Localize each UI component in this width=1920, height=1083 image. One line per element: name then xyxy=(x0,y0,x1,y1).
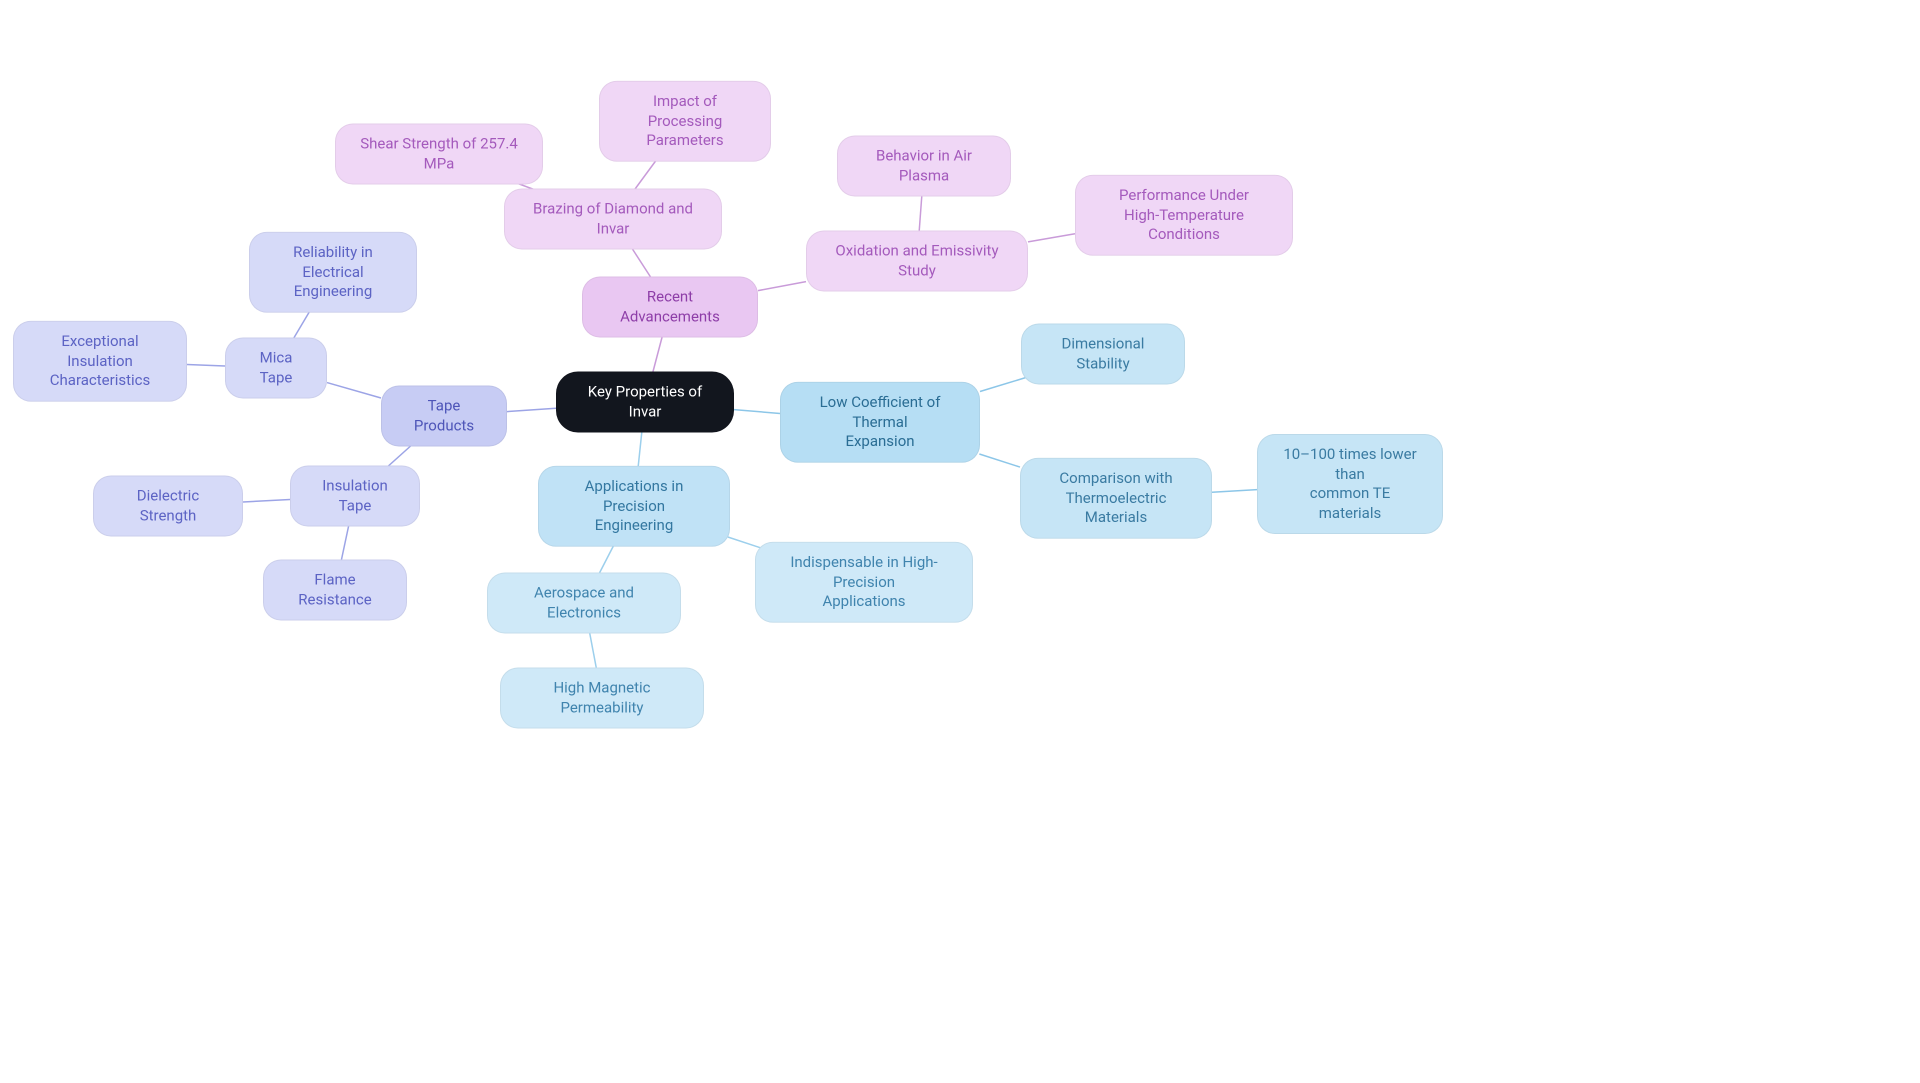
mindmap-node[interactable]: Performance UnderHigh-Temperature Condit… xyxy=(1075,175,1293,256)
mindmap-node[interactable]: Dielectric Strength xyxy=(93,476,243,537)
mindmap-node[interactable]: High Magnetic Permeability xyxy=(500,668,704,729)
mindmap-node[interactable]: Impact of ProcessingParameters xyxy=(599,81,771,162)
mindmap-node[interactable]: Indispensable in High-PrecisionApplicati… xyxy=(755,542,973,623)
edge xyxy=(758,282,806,291)
mindmap-node[interactable]: Reliability in ElectricalEngineering xyxy=(249,232,417,313)
mindmap-node[interactable]: Oxidation and Emissivity Study xyxy=(806,231,1028,292)
edge xyxy=(243,499,290,502)
mindmap-node[interactable]: Tape Products xyxy=(381,386,507,447)
mindmap-node[interactable]: Brazing of Diamond and Invar xyxy=(504,189,722,250)
mindmap-node[interactable]: Low Coefficient of ThermalExpansion xyxy=(780,382,980,463)
mindmap-node[interactable]: Exceptional InsulationCharacteristics xyxy=(13,321,187,402)
mindmap-node[interactable]: Shear Strength of 257.4 MPa xyxy=(335,124,543,185)
mindmap-node[interactable]: Applications in PrecisionEngineering xyxy=(538,466,730,547)
edge xyxy=(979,454,1020,467)
mindmap-node[interactable]: Dimensional Stability xyxy=(1021,324,1185,385)
mindmap-node[interactable]: Aerospace and Electronics xyxy=(487,573,681,634)
mindmap-node[interactable]: Flame Resistance xyxy=(263,560,407,621)
edge xyxy=(734,410,780,414)
edge xyxy=(980,377,1028,392)
mindmap-node[interactable]: Insulation Tape xyxy=(290,466,420,527)
edge xyxy=(187,364,225,366)
mindmap-node[interactable]: Recent Advancements xyxy=(582,277,758,338)
root-node[interactable]: Key Properties of Invar xyxy=(556,372,734,433)
mindmap-node[interactable]: Behavior in Air Plasma xyxy=(837,136,1011,197)
edge xyxy=(1028,234,1075,242)
edge xyxy=(1212,490,1257,493)
edge xyxy=(327,383,381,398)
mindmap-node[interactable]: Mica Tape xyxy=(225,338,327,399)
mindmap-node[interactable]: Comparison withThermoelectric Materials xyxy=(1020,458,1212,539)
mindmap-node[interactable]: 10–100 times lower thancommon TE materia… xyxy=(1257,434,1443,534)
edge xyxy=(507,408,556,411)
